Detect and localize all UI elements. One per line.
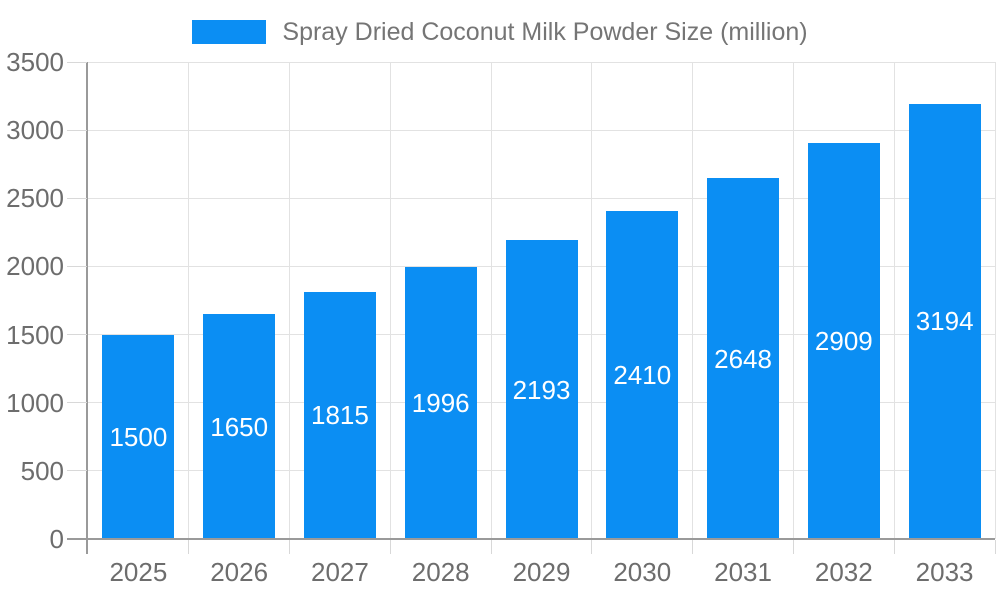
bar: 1650 bbox=[203, 314, 276, 539]
v-gridline bbox=[692, 62, 694, 539]
plot-area: 1500 1650 1815 1996 2193 2410 2648 2909 3194 bbox=[88, 61, 996, 539]
x-tick bbox=[389, 540, 391, 554]
v-gridline bbox=[289, 62, 291, 539]
bar-value-label: 2193 bbox=[512, 374, 571, 405]
x-tick-label: 2031 bbox=[714, 557, 772, 587]
v-gridline bbox=[591, 62, 593, 539]
v-gridline bbox=[893, 62, 895, 539]
v-gridline bbox=[188, 62, 190, 539]
x-tick bbox=[289, 540, 291, 554]
x-tick bbox=[994, 540, 996, 554]
bar-value-label: 1500 bbox=[109, 421, 168, 452]
bar-value-label: 1815 bbox=[311, 400, 369, 431]
bar-value-label: 2410 bbox=[613, 359, 672, 390]
y-tick-label: 2000 bbox=[6, 251, 64, 282]
h-gridline bbox=[88, 61, 995, 63]
y-tick bbox=[67, 61, 87, 63]
y-tick bbox=[67, 265, 87, 267]
x-tick bbox=[792, 540, 794, 554]
y-tick-label: 1500 bbox=[6, 319, 64, 350]
x-tick bbox=[490, 540, 492, 554]
x-tick-label: 2030 bbox=[613, 557, 672, 587]
x-axis bbox=[67, 538, 995, 540]
x-tick-label: 2029 bbox=[512, 557, 571, 587]
bar-value-label: 3194 bbox=[915, 306, 974, 337]
x-tick-label: 2028 bbox=[411, 557, 470, 587]
x-tick bbox=[591, 540, 593, 554]
legend-label: Spray Dried Coconut Milk Powder Size (mi… bbox=[282, 17, 808, 46]
bar: 2193 bbox=[505, 240, 578, 539]
bar: 2410 bbox=[606, 210, 679, 539]
v-gridline bbox=[994, 62, 996, 539]
bar: 2648 bbox=[707, 178, 780, 539]
legend-swatch bbox=[192, 20, 267, 44]
x-tick-label: 2025 bbox=[109, 557, 168, 587]
x-tick bbox=[692, 540, 694, 554]
x-tick-label: 2027 bbox=[311, 557, 369, 587]
y-tick bbox=[67, 129, 87, 131]
x-tick-label: 2032 bbox=[814, 557, 873, 587]
y-tick-label: 1000 bbox=[6, 387, 64, 418]
y-tick-label: 3500 bbox=[6, 47, 64, 77]
y-tick-label: 0 bbox=[49, 524, 64, 554]
y-tick bbox=[67, 334, 87, 336]
v-gridline bbox=[792, 62, 794, 539]
y-tick-label: 500 bbox=[20, 455, 64, 486]
bar: 1500 bbox=[102, 334, 175, 539]
bar-value-label: 2909 bbox=[814, 325, 873, 356]
x-tick-label: 2033 bbox=[915, 557, 974, 587]
v-gridline bbox=[389, 62, 391, 539]
legend: Spray Dried Coconut Milk Powder Size (mi… bbox=[0, 17, 1000, 47]
y-axis bbox=[86, 62, 88, 554]
y-tick bbox=[67, 470, 87, 472]
bar: 1996 bbox=[404, 266, 477, 539]
v-gridline bbox=[490, 62, 492, 539]
bar-value-label: 1650 bbox=[210, 411, 269, 442]
bar-value-label: 1996 bbox=[411, 387, 470, 418]
bar: 3194 bbox=[908, 103, 981, 539]
y-tick bbox=[67, 402, 87, 404]
x-tick bbox=[188, 540, 190, 554]
bar: 1815 bbox=[303, 291, 376, 539]
x-tick-label: 2026 bbox=[210, 557, 269, 587]
h-gridline bbox=[88, 197, 995, 199]
y-tick bbox=[67, 197, 87, 199]
h-gridline bbox=[88, 129, 995, 131]
bar: 2909 bbox=[807, 142, 880, 539]
y-tick-label: 2500 bbox=[6, 183, 64, 214]
x-tick bbox=[893, 540, 895, 554]
y-tick-label: 3000 bbox=[6, 115, 64, 146]
bar-value-label: 2648 bbox=[714, 343, 772, 374]
